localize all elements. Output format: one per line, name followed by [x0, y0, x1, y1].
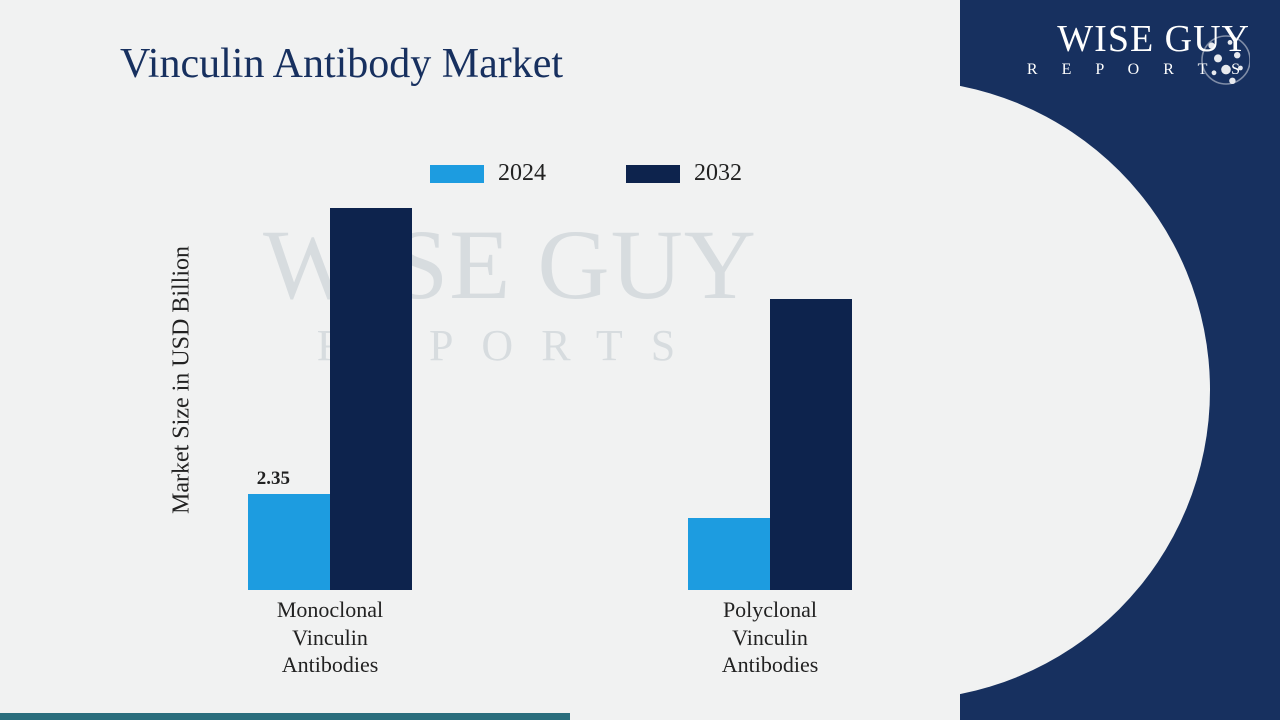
category-label: PolyclonalVinculinAntibodies [640, 596, 900, 679]
bar-2032 [770, 299, 852, 590]
bar-value-label: 2.35 [257, 468, 290, 490]
chart-area: 2.35MonoclonalVinculinAntibodiesPolyclon… [100, 160, 920, 660]
brand-logo: WISE GUY R E P O R T S [1027, 20, 1250, 78]
bottom-accent-bar [0, 713, 570, 720]
bar-2024 [688, 518, 770, 590]
bar-2032 [330, 208, 412, 590]
chart-title: Vinculin Antibody Market [120, 40, 563, 88]
category-label: MonoclonalVinculinAntibodies [200, 596, 460, 679]
plot-area: 2.35MonoclonalVinculinAntibodiesPolyclon… [100, 200, 920, 590]
logo-head-icon [1170, 20, 1250, 100]
bar-2024 [248, 494, 330, 590]
